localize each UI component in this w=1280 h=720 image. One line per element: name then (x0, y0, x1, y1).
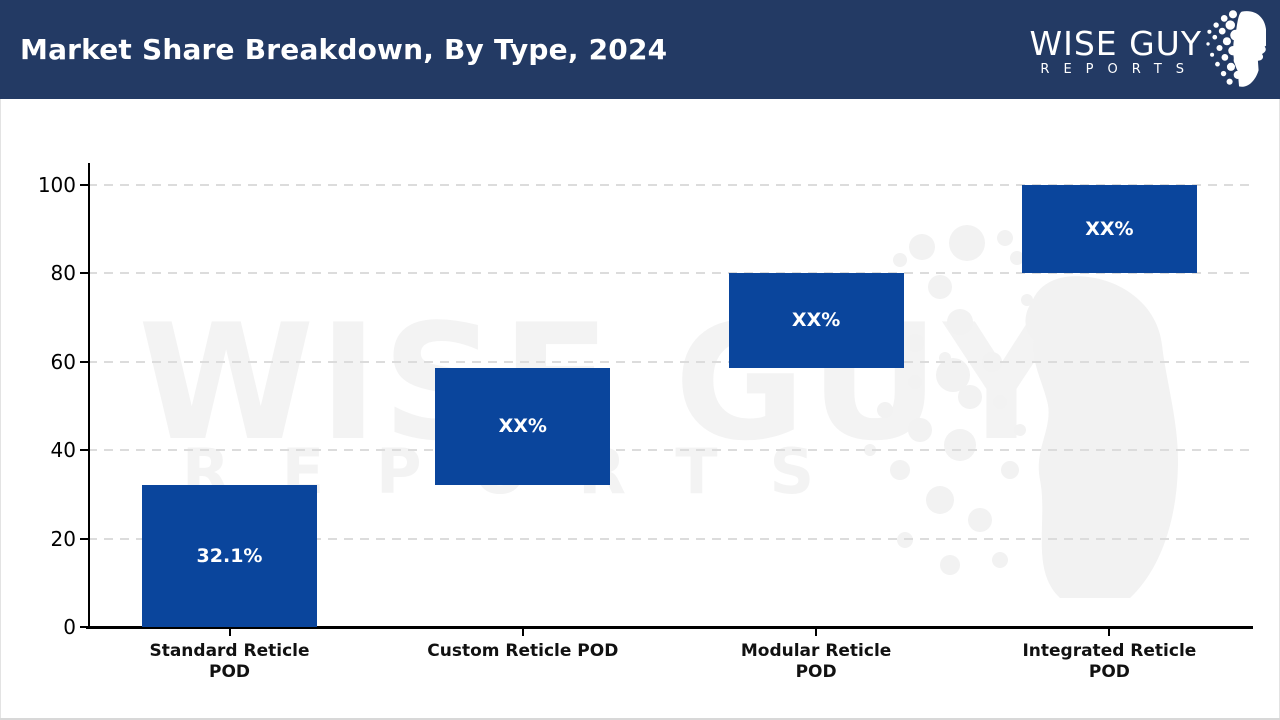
gridline-y-80 (88, 272, 1253, 275)
logo-wordmark: WISE GUY (1029, 24, 1202, 63)
x-category-label-line: Integrated Reticle (1022, 641, 1197, 661)
gridline-y-20 (88, 537, 1253, 540)
x-category-label-line: Custom Reticle POD (427, 641, 619, 661)
x-category-label-line: Modular Reticle (740, 641, 892, 661)
x-tickmark-1 (521, 629, 524, 636)
bar-value-label: XX% (1085, 217, 1134, 240)
y-tick-label-80: 80 (50, 261, 76, 286)
x-tickmark-0 (228, 629, 231, 636)
gridline-y-40 (88, 449, 1253, 452)
y-tick-label-60: 60 (50, 349, 76, 374)
y-axis-spine (88, 163, 90, 629)
x-category-label: Standard Reticle POD (110, 641, 350, 683)
bar-value-label: 32.1% (196, 545, 263, 568)
x-category-label-line: POD (208, 662, 251, 682)
y-tick-label-20: 20 (50, 526, 76, 551)
y-tickmark-20 (80, 537, 88, 540)
y-tickmark-60 (80, 360, 88, 363)
bar-value-label: XX% (791, 309, 841, 332)
x-tickmark-3 (1108, 629, 1111, 636)
logo-subtitle: REPORTS (1040, 62, 1199, 77)
y-tickmark-0 (80, 626, 88, 628)
x-tickmark-2 (815, 629, 818, 636)
x-category-label-line: POD (1088, 662, 1130, 682)
chart-title: Market Share Breakdown, By Type, 2024 (20, 33, 668, 66)
bar-integrated-reticle-pod: XX% (1021, 185, 1197, 273)
y-tickmark-40 (80, 449, 88, 452)
chart-area: WISE GUY REPORTS 02040608010032.1%Standa… (0, 99, 1280, 718)
bar-modular-reticle-pod: XX% (728, 272, 904, 368)
logo-head-icon (1206, 10, 1266, 87)
gridline-y-60 (88, 360, 1253, 363)
y-tickmark-80 (80, 272, 88, 275)
x-axis-spine (86, 626, 1253, 629)
x-category-label: Custom Reticle POD (403, 641, 643, 662)
y-tick-label-0: 0 (63, 615, 76, 639)
x-category-label-line: POD (795, 662, 837, 682)
y-tickmark-100 (80, 184, 88, 186)
x-category-label: Modular Reticle POD (696, 641, 936, 683)
bar-custom-reticle-pod: XX% (435, 367, 611, 486)
x-category-label: Integrated Reticle POD (989, 641, 1229, 683)
x-category-label-line: Standard Reticle (149, 641, 310, 661)
header-bar: Market Share Breakdown, By Type, 2024 WI… (0, 0, 1280, 99)
y-tick-label-100: 100 (37, 173, 76, 197)
y-tick-label-40: 40 (50, 438, 76, 463)
bar-value-label: XX% (498, 415, 547, 438)
gridline-y-100 (88, 184, 1253, 186)
logo-text: WISE GUY REPORTS (1029, 26, 1202, 78)
wiseguy-logo: WISE GUY REPORTS (1029, 6, 1266, 94)
bar-standard-reticle-pod: 32.1% (142, 485, 317, 627)
